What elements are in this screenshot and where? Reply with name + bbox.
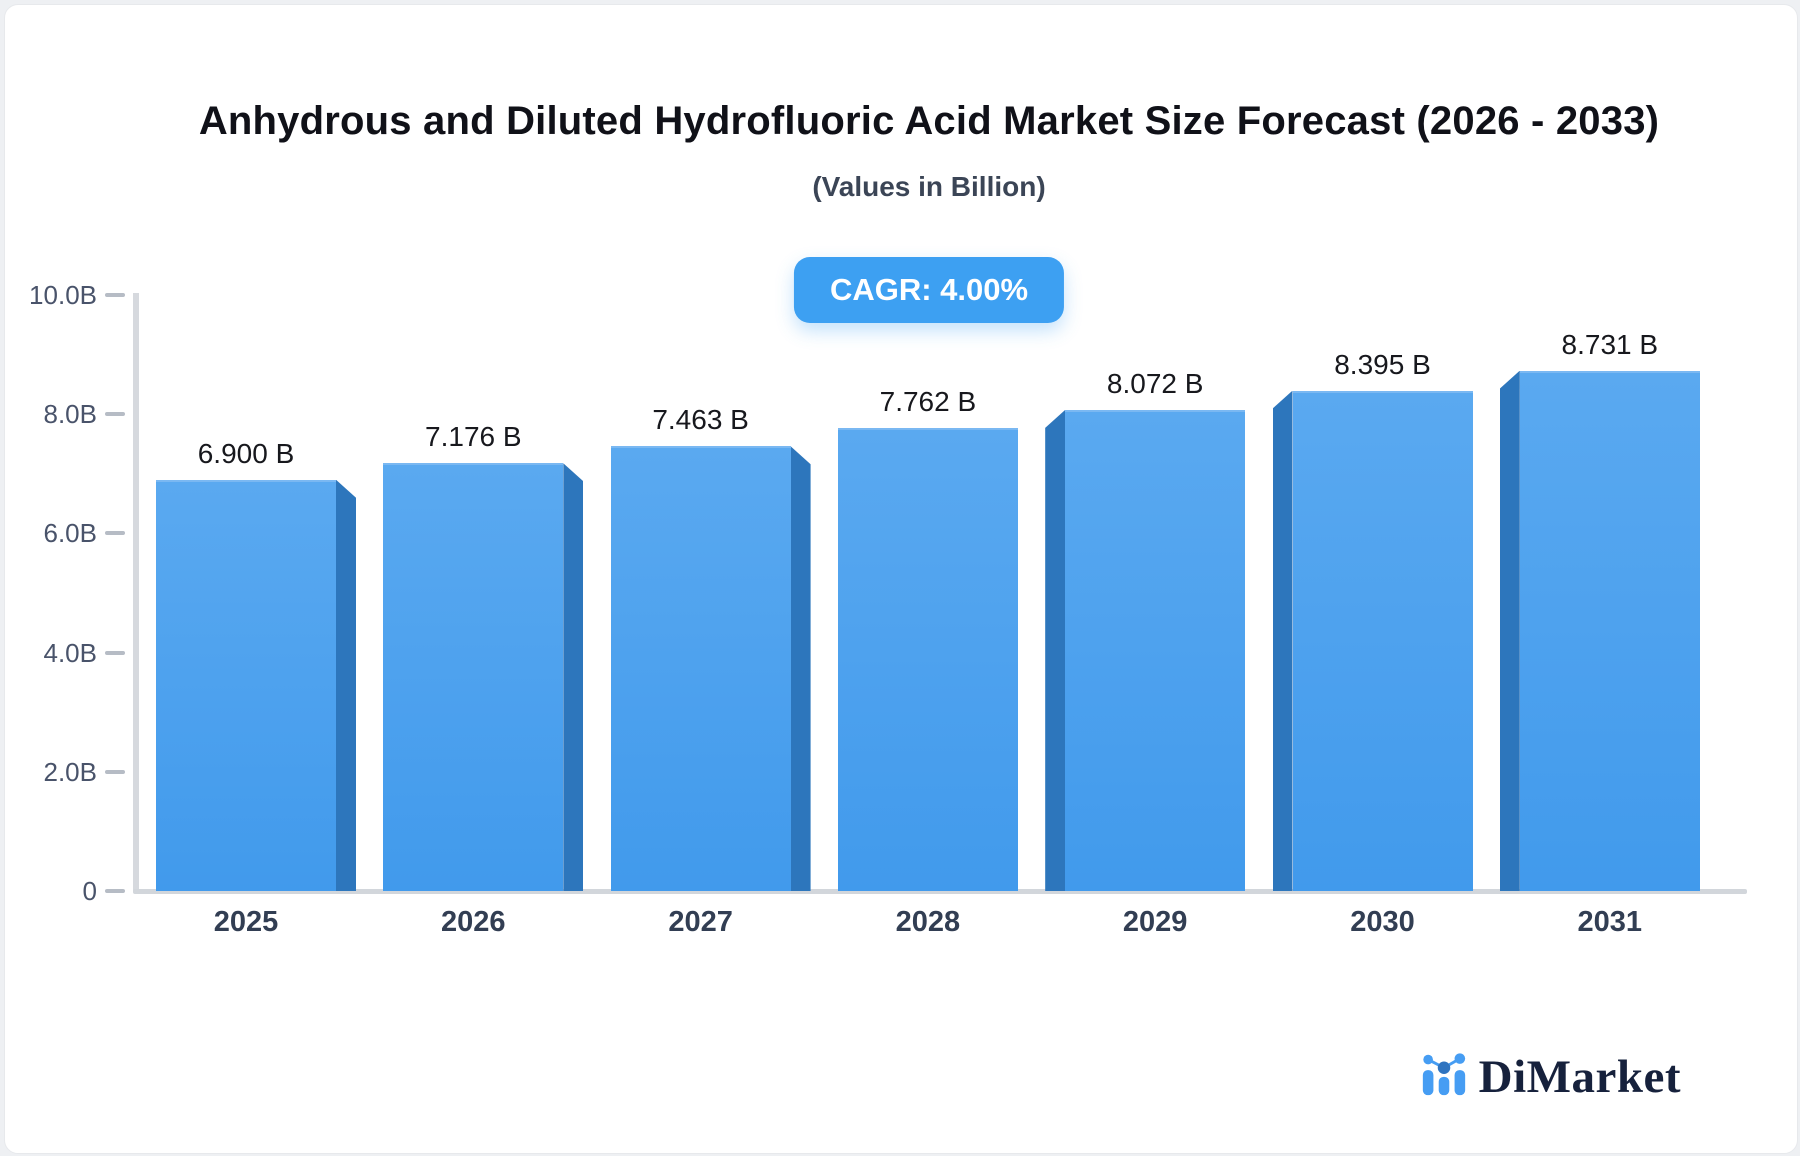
bar-line-chart-icon <box>1422 1053 1465 1096</box>
x-axis-label: 2026 <box>441 906 506 938</box>
y-tick-mark <box>105 889 125 893</box>
y-tick-label: 0 <box>82 876 97 906</box>
bar <box>383 463 564 891</box>
bar <box>1065 409 1246 891</box>
bar-value-label: 8.395 B <box>1334 348 1431 380</box>
x-axis-label: 2028 <box>895 906 961 938</box>
y-tick-label: 8.0B <box>43 399 98 430</box>
bar-side <box>563 463 584 891</box>
y-tick-mark <box>105 531 125 536</box>
page-title: Anhydrous and Diluted Hydrofluoric Acid … <box>198 99 1660 143</box>
bar <box>837 428 1018 891</box>
y-tick-label: 6.0B <box>43 518 98 549</box>
bar-value-label: 7.176 B <box>425 421 522 453</box>
x-axis-label: 2027 <box>668 906 733 938</box>
logo-text: DiMarket <box>1478 1051 1681 1103</box>
bar-side <box>1272 390 1293 891</box>
y-axis-line <box>133 293 139 891</box>
chart-card: Anhydrous and Diluted Hydrofluoric Acid … <box>4 4 1798 1154</box>
bar-value-label: 8.731 B <box>1561 328 1659 360</box>
x-axis-label: 2031 <box>1577 906 1643 938</box>
y-tick-label: 4.0B <box>43 637 98 668</box>
y-tick-mark <box>105 293 125 297</box>
y-tick-label: 10.0B <box>29 280 97 310</box>
y-tick-mark <box>105 650 125 655</box>
bar <box>156 479 336 891</box>
bar-value-label: 7.463 B <box>652 404 749 436</box>
page-subtitle: (Values in Billion) <box>812 171 1046 202</box>
y-tick-mark <box>105 769 125 774</box>
chart-area: 0 2.0B 4.0B 6.0B 8.0B 10.0B 6.900 B 2025 7.176 B… <box>5 5 1797 1153</box>
y-tick-mark <box>105 412 125 417</box>
y-tick-label: 2.0B <box>43 756 98 787</box>
bar <box>1519 370 1700 891</box>
bar-side <box>1499 370 1520 891</box>
bar <box>610 446 791 891</box>
logo: DiMarket <box>1419 1049 1681 1101</box>
bar-value-label: 6.900 B <box>197 437 295 469</box>
bar <box>1292 390 1473 891</box>
bar-value-label: 7.762 B <box>879 386 977 418</box>
x-axis-label: 2025 <box>213 906 279 938</box>
bar-side <box>336 479 356 891</box>
cagr-badge: CAGR: 4.00% <box>793 257 1065 323</box>
x-axis-label: 2030 <box>1350 906 1415 938</box>
x-axis-line <box>133 889 1747 894</box>
bar-side <box>790 446 811 891</box>
bar-value-label: 8.072 B <box>1106 367 1204 399</box>
x-axis-label: 2029 <box>1122 906 1188 938</box>
bar-side <box>1045 409 1066 891</box>
